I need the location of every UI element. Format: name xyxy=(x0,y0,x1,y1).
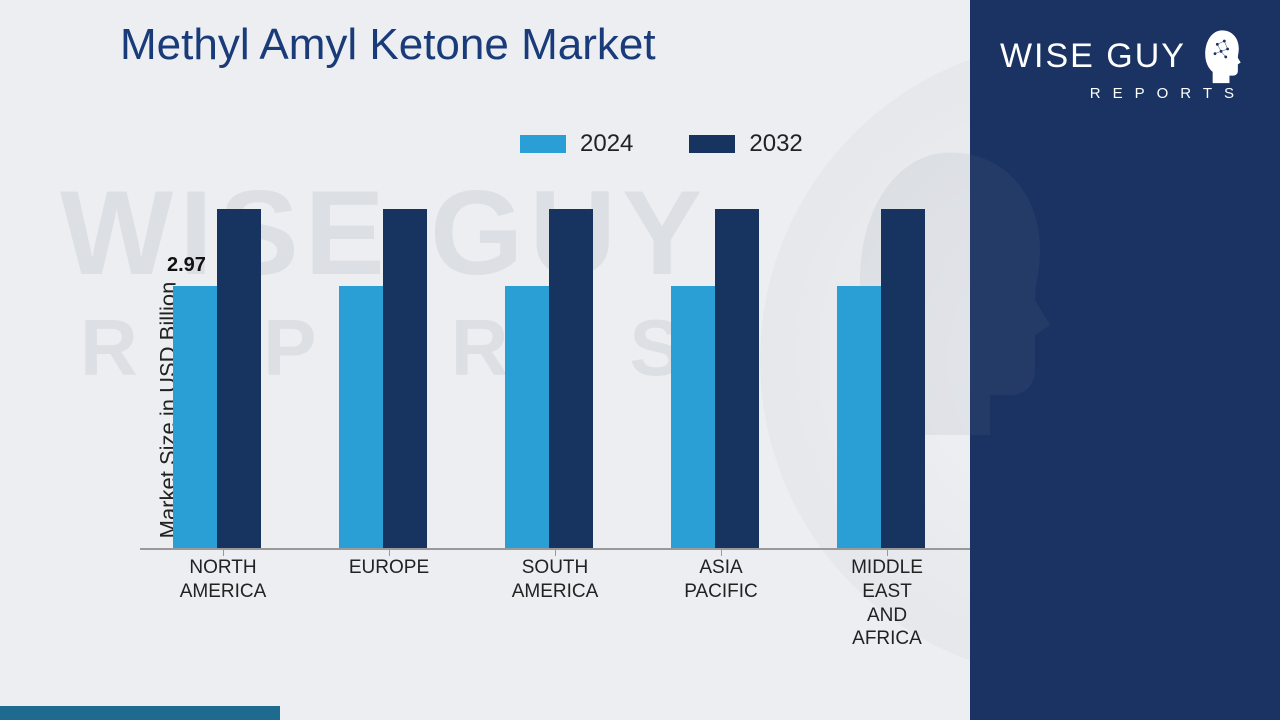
brand-logo: WISE GUY REPORTS xyxy=(1000,28,1250,101)
logo-line2: REPORTS xyxy=(1000,86,1246,101)
bar-2024: 2.97 xyxy=(173,286,217,548)
plot-area: 2.97 xyxy=(140,180,970,550)
bar-chart: Market Size in USD Billion 2024 2032 2.9… xyxy=(50,140,980,680)
legend-swatch-2024 xyxy=(520,135,566,153)
bar-groups: 2.97 xyxy=(140,180,970,548)
chart-title: Methyl Amyl Ketone Market xyxy=(120,20,656,70)
bar-2032 xyxy=(217,209,261,548)
category-label: EUROPE xyxy=(319,556,459,651)
legend: 2024 2032 xyxy=(520,130,803,158)
bar-2032 xyxy=(881,209,925,548)
bar-value-label: 2.97 xyxy=(167,254,206,277)
bar-group xyxy=(837,209,937,548)
category-axis: NORTHAMERICA EUROPE SOUTHAMERICA ASIAPACIFI… xyxy=(140,556,970,651)
bar-group: 2.97 xyxy=(173,209,273,548)
legend-label-2024: 2024 xyxy=(580,130,633,158)
bar-2024 xyxy=(505,286,549,548)
page: WISE GUYREPORTS WISE GUY xyxy=(0,0,1280,720)
legend-label-2032: 2032 xyxy=(749,130,802,158)
category-label: SOUTHAMERICA xyxy=(485,556,625,651)
bar-2032 xyxy=(383,209,427,548)
bar-2024 xyxy=(671,286,715,548)
legend-item-2024: 2024 xyxy=(520,130,633,158)
logo-line1: WISE GUY xyxy=(1000,39,1186,73)
bar-group xyxy=(671,209,771,548)
bar-2032 xyxy=(715,209,759,548)
bottom-accent-bar xyxy=(0,706,280,720)
category-label: NORTHAMERICA xyxy=(153,556,293,651)
legend-swatch-2032 xyxy=(689,135,735,153)
bar-group xyxy=(339,209,439,548)
logo-head-icon xyxy=(1194,28,1250,84)
bar-group xyxy=(505,209,605,548)
category-label: ASIAPACIFIC xyxy=(651,556,791,651)
category-label: MIDDLEEASTANDAFRICA xyxy=(817,556,957,651)
bar-2032 xyxy=(549,209,593,548)
bar-2024 xyxy=(837,286,881,548)
bar-2024 xyxy=(339,286,383,548)
legend-item-2032: 2032 xyxy=(689,130,802,158)
